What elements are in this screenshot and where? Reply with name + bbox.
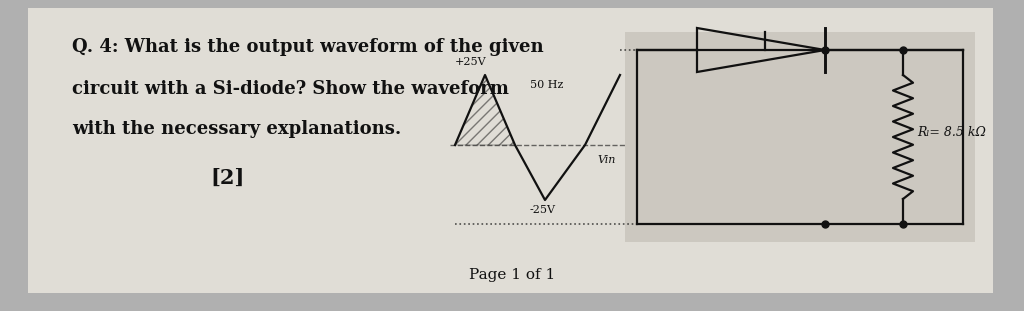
- Text: Vin: Vin: [597, 155, 615, 165]
- Text: circuit with a Si-diode? Show the waveform: circuit with a Si-diode? Show the wavefo…: [72, 80, 509, 98]
- Text: +25V: +25V: [455, 57, 486, 67]
- Text: with the necessary explanations.: with the necessary explanations.: [72, 120, 401, 138]
- Text: -25V: -25V: [530, 205, 556, 215]
- FancyBboxPatch shape: [28, 8, 993, 293]
- Text: 50 Hz: 50 Hz: [530, 80, 563, 90]
- Text: Q. 4: What is the output waveform of the given: Q. 4: What is the output waveform of the…: [72, 38, 544, 56]
- Text: Page 1 of 1: Page 1 of 1: [469, 268, 555, 282]
- Text: Rₗ= 8.5 kΩ: Rₗ= 8.5 kΩ: [918, 126, 986, 138]
- Text: [2]: [2]: [210, 168, 245, 188]
- FancyBboxPatch shape: [625, 32, 975, 242]
